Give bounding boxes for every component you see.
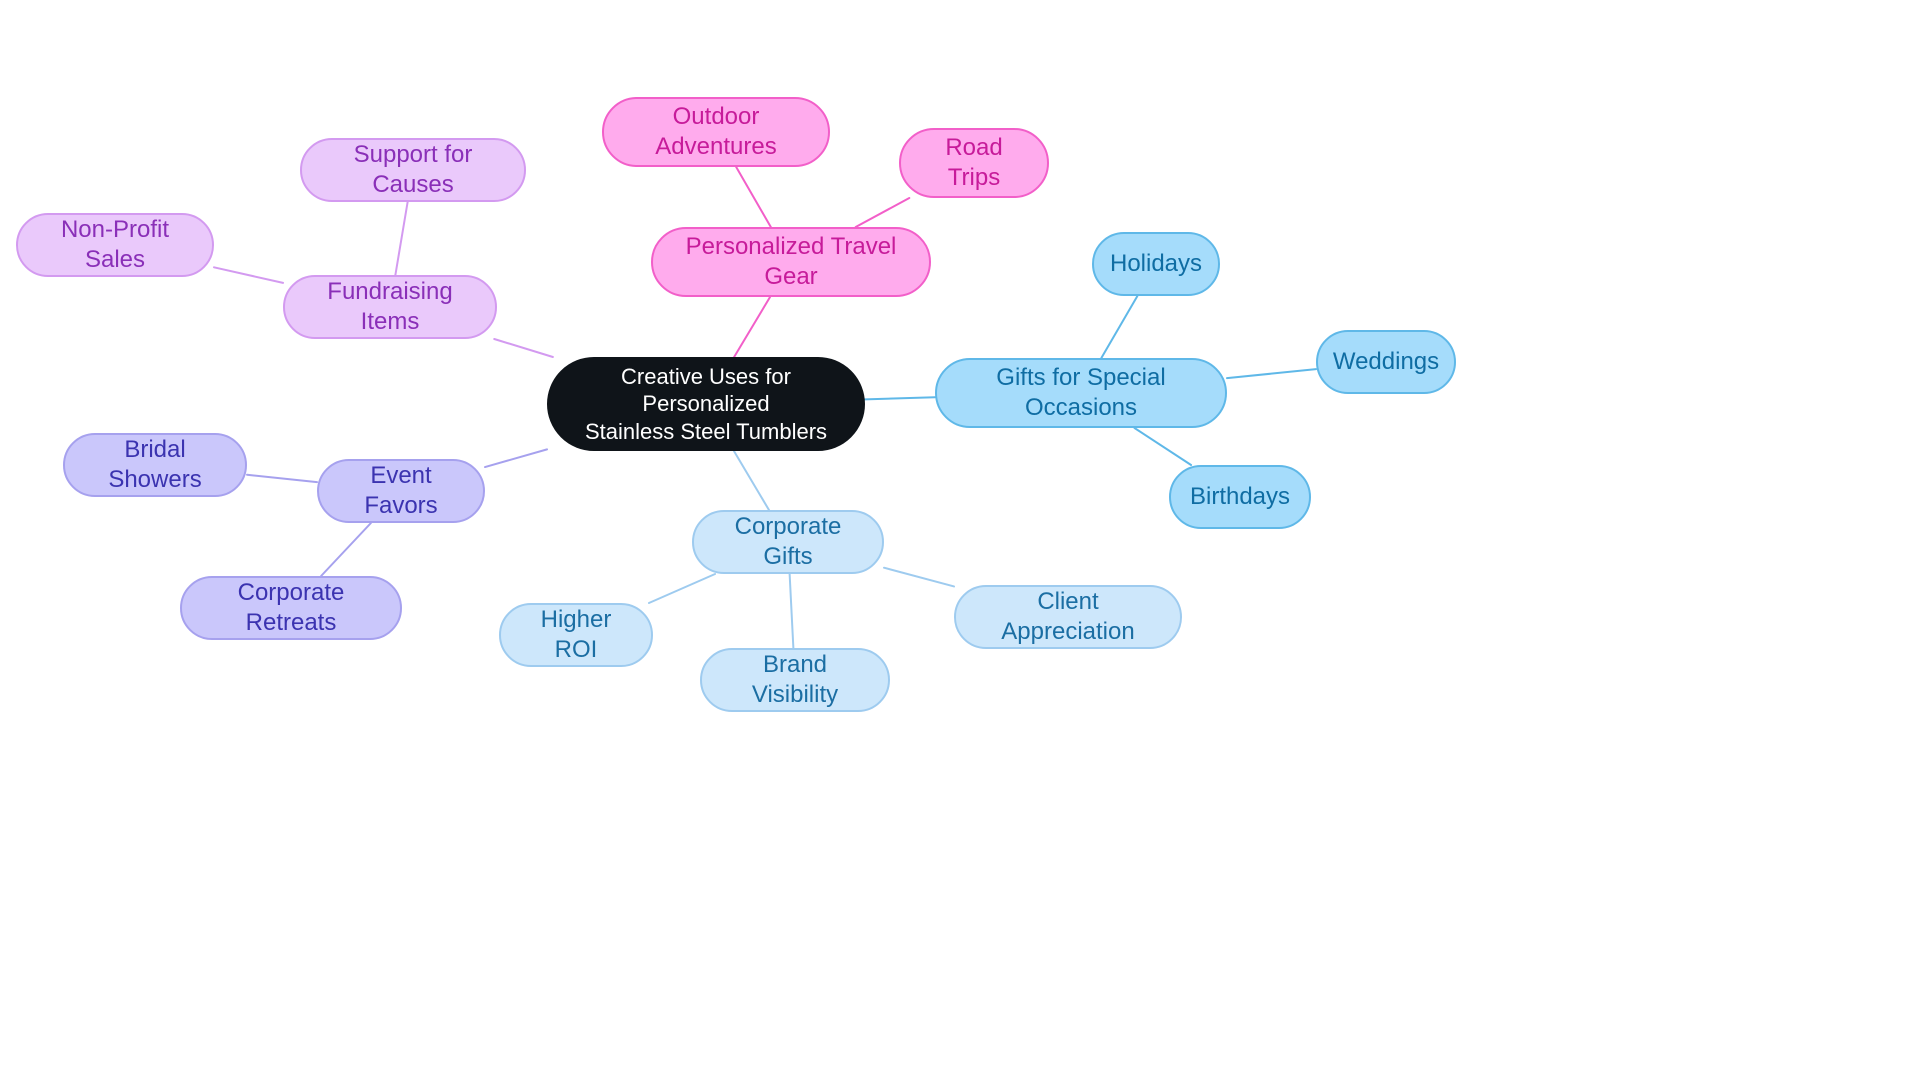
node-label: Brand Visibility <box>730 650 860 710</box>
mindmap-node: Event Favors <box>317 459 485 523</box>
mindmap-node: Personalized Travel Gear <box>651 227 931 297</box>
node-label: Event Favors <box>347 461 455 521</box>
node-label: Higher ROI <box>529 605 623 665</box>
mindmap-edge <box>790 574 794 648</box>
node-label: Fundraising Items <box>313 277 467 337</box>
mindmap-edge <box>1101 296 1137 358</box>
mindmap-edge <box>856 198 910 227</box>
mindmap-node: Non-Profit Sales <box>16 213 214 277</box>
mindmap-node: Bridal Showers <box>63 433 247 497</box>
mindmap-edge <box>734 451 769 510</box>
node-label: Weddings <box>1333 347 1439 377</box>
mindmap-center-node: Creative Uses for Personalized Stainless… <box>547 357 865 451</box>
mindmap-node: Corporate Retreats <box>180 576 402 640</box>
mindmap-edge <box>494 339 553 357</box>
node-label: Holidays <box>1110 249 1202 279</box>
node-label: Support for Causes <box>330 140 496 200</box>
mindmap-edge <box>884 568 954 587</box>
node-label: Client Appreciation <box>984 587 1152 647</box>
mindmap-edge <box>214 267 283 283</box>
mindmap-edge <box>395 202 407 275</box>
mindmap-node: Corporate Gifts <box>692 510 884 574</box>
mindmap-node: Client Appreciation <box>954 585 1182 649</box>
node-label: Road Trips <box>929 133 1019 193</box>
mindmap-edge <box>1227 369 1316 378</box>
mindmap-node: Support for Causes <box>300 138 526 202</box>
node-label: Corporate Retreats <box>210 578 372 638</box>
node-label: Creative Uses for Personalized Stainless… <box>577 363 835 446</box>
mindmap-node: Birthdays <box>1169 465 1311 529</box>
mindmap-node: Holidays <box>1092 232 1220 296</box>
mindmap-node: Weddings <box>1316 330 1456 394</box>
mindmap-edge <box>485 449 547 467</box>
mindmap-node: Fundraising Items <box>283 275 497 339</box>
mindmap-node: Outdoor Adventures <box>602 97 830 167</box>
node-label: Birthdays <box>1190 482 1290 512</box>
mindmap-edge <box>247 475 317 482</box>
node-label: Gifts for Special Occasions <box>965 363 1197 423</box>
node-label: Personalized Travel Gear <box>681 232 901 292</box>
node-label: Corporate Gifts <box>722 512 854 572</box>
node-label: Non-Profit Sales <box>46 215 184 275</box>
node-label: Outdoor Adventures <box>632 102 800 162</box>
mindmap-node: Gifts for Special Occasions <box>935 358 1227 428</box>
mindmap-edge <box>321 523 371 576</box>
mindmap-edge <box>865 397 935 399</box>
mindmap-node: Brand Visibility <box>700 648 890 712</box>
mindmap-node: Road Trips <box>899 128 1049 198</box>
mindmap-node: Higher ROI <box>499 603 653 667</box>
mindmap-edge <box>734 297 770 357</box>
mindmap-edge <box>1135 428 1192 465</box>
mindmap-edge <box>649 574 715 603</box>
node-label: Bridal Showers <box>93 435 217 495</box>
mindmap-edge <box>736 167 771 227</box>
